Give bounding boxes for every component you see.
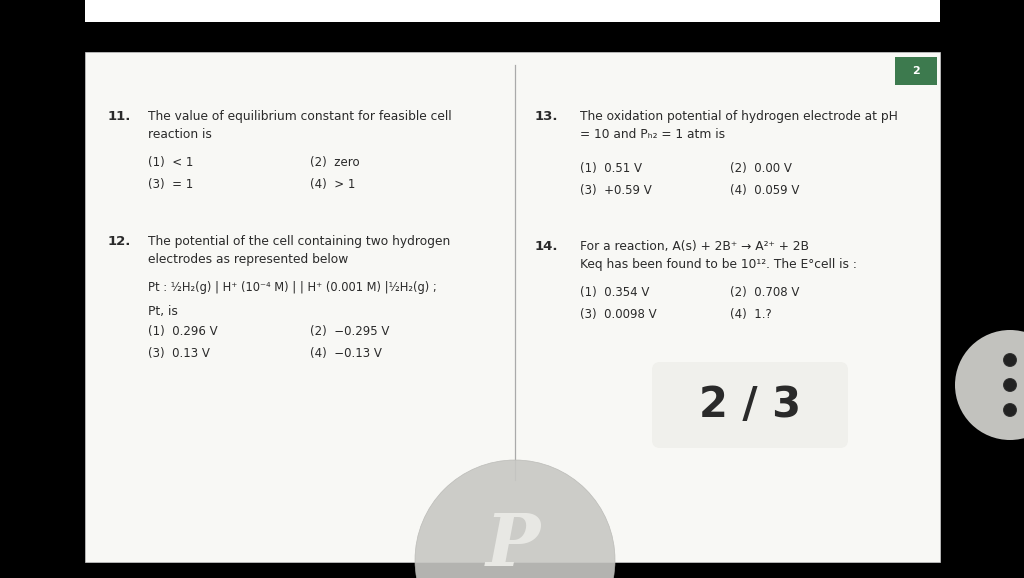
Text: (4)  0.059 V: (4) 0.059 V [730, 184, 800, 197]
Text: (2)  −0.295 V: (2) −0.295 V [310, 325, 389, 338]
Text: (3)  = 1: (3) = 1 [148, 178, 194, 191]
FancyBboxPatch shape [652, 362, 848, 448]
Text: (4)  > 1: (4) > 1 [310, 178, 355, 191]
Text: For a reaction, A(s) + 2B⁺ → A²⁺ + 2B: For a reaction, A(s) + 2B⁺ → A²⁺ + 2B [580, 240, 809, 253]
Circle shape [1002, 403, 1017, 417]
Circle shape [955, 330, 1024, 440]
Text: Pt, is: Pt, is [148, 305, 178, 318]
Circle shape [1004, 354, 1016, 366]
Text: 2 / 3: 2 / 3 [699, 384, 801, 426]
Text: 11.: 11. [108, 110, 131, 123]
Text: (3)  0.13 V: (3) 0.13 V [148, 347, 210, 360]
Text: The oxidation potential of hydrogen electrode at pH: The oxidation potential of hydrogen elec… [580, 110, 898, 123]
Text: P: P [485, 509, 541, 578]
Text: (2)  zero: (2) zero [310, 156, 359, 169]
Circle shape [1002, 378, 1017, 392]
Text: 14.: 14. [535, 240, 558, 253]
Circle shape [415, 460, 615, 578]
Text: Pt : ½H₂(g) | H⁺ (10⁻⁴ M) | | H⁺ (0.001 M) |½H₂(g) ;: Pt : ½H₂(g) | H⁺ (10⁻⁴ M) | | H⁺ (0.001 … [148, 281, 437, 294]
Text: (1)  0.51 V: (1) 0.51 V [580, 162, 642, 175]
Text: reaction is: reaction is [148, 128, 212, 141]
Text: (1)  0.296 V: (1) 0.296 V [148, 325, 218, 338]
Text: 2: 2 [912, 66, 920, 76]
Bar [0, 22, 1024, 52]
Text: (4)  −0.13 V: (4) −0.13 V [310, 347, 382, 360]
Text: (1)  0.354 V: (1) 0.354 V [580, 286, 649, 299]
Text: The value of equilibrium constant for feasible cell: The value of equilibrium constant for fe… [148, 110, 452, 123]
Text: (4)  1.?: (4) 1.? [730, 308, 772, 321]
Text: (3)  +0.59 V: (3) +0.59 V [580, 184, 651, 197]
Text: 13.: 13. [535, 110, 558, 123]
Text: Keq has been found to be 10¹². The E°cell is :: Keq has been found to be 10¹². The E°cel… [580, 258, 857, 271]
Text: = 10 and Pₕ₂ = 1 atm is: = 10 and Pₕ₂ = 1 atm is [580, 128, 725, 141]
Circle shape [1004, 379, 1016, 391]
Text: (2)  0.708 V: (2) 0.708 V [730, 286, 800, 299]
Text: electrodes as represented below: electrodes as represented below [148, 253, 348, 266]
Bar [895, 57, 937, 85]
Bar [85, 0, 940, 22]
Bar [85, 52, 940, 562]
Text: (3)  0.0098 V: (3) 0.0098 V [580, 308, 656, 321]
Text: The potential of the cell containing two hydrogen: The potential of the cell containing two… [148, 235, 451, 248]
Circle shape [1002, 353, 1017, 367]
Text: (2)  0.00 V: (2) 0.00 V [730, 162, 792, 175]
Circle shape [1004, 404, 1016, 416]
Text: 12.: 12. [108, 235, 131, 248]
Text: (1)  < 1: (1) < 1 [148, 156, 194, 169]
